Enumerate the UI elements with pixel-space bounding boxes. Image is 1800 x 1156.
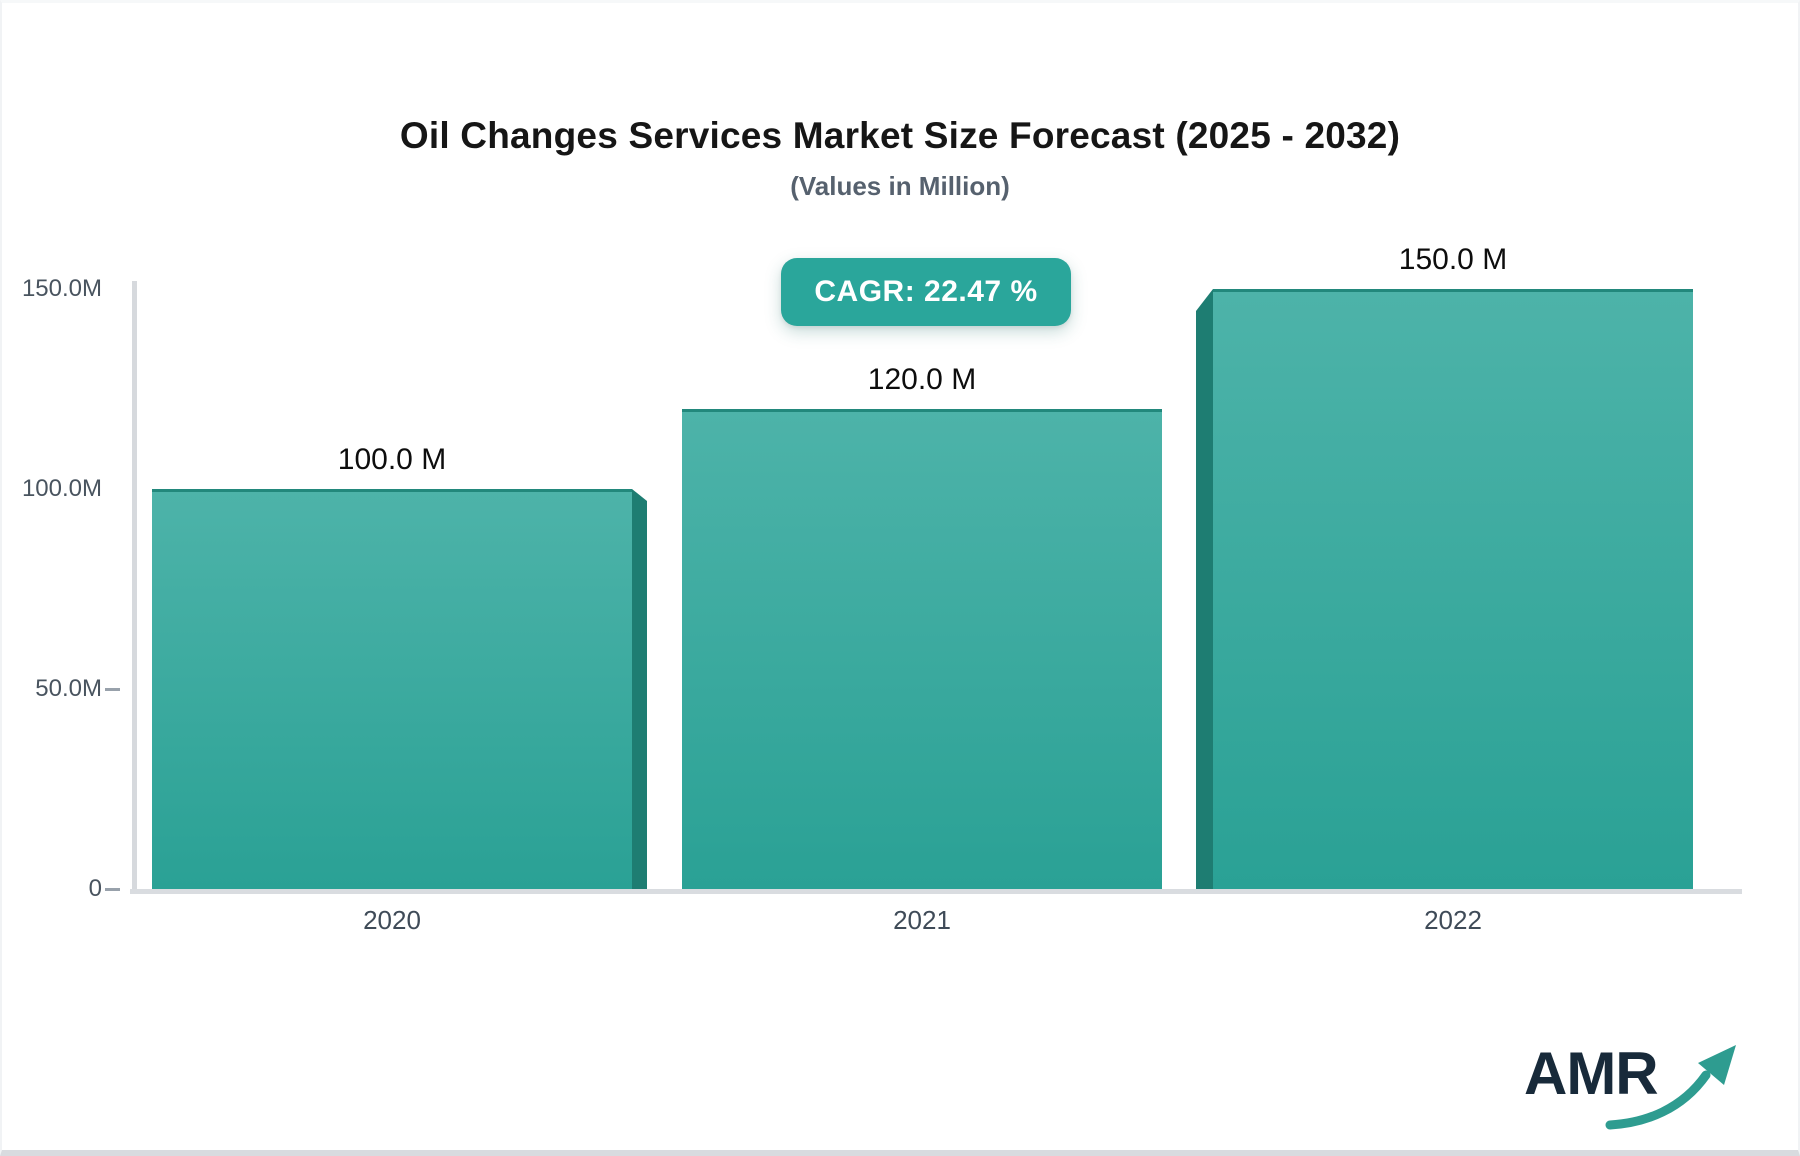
cagr-badge: CAGR: 22.47 %	[781, 258, 1071, 326]
bar-value-label: 120.0 M	[867, 363, 977, 396]
growth-arrow-icon	[1605, 1045, 1736, 1130]
bar-value-label: 100.0 M	[337, 443, 447, 476]
x-axis-line	[130, 889, 1742, 894]
bar-3d-side-2020	[632, 489, 647, 889]
chart-title: Oil Changes Services Market Size Forecas…	[399, 115, 1401, 156]
bar-2020	[152, 489, 632, 889]
y-axis-tick-label: 0	[88, 875, 102, 902]
x-axis-label-2020: 2020	[363, 905, 421, 935]
bar-3d-side-2022	[1196, 289, 1213, 889]
cagr-badge-text: CAGR: 22.47 %	[814, 275, 1038, 308]
x-axis-label-2021: 2021	[893, 905, 951, 935]
bar-2021	[682, 409, 1162, 889]
amr-logo: AMR	[1524, 1039, 1736, 1130]
y-axis-tick-label: 150.0M	[21, 275, 102, 302]
bar-value-label: 150.0 M	[1398, 243, 1508, 276]
amr-logo-text: AMR	[1524, 1040, 1659, 1107]
x-axis-label-2022: 2022	[1424, 905, 1482, 935]
y-axis-tick-mark	[105, 688, 120, 691]
y-axis-tick-label: 50.0M	[35, 675, 102, 702]
chart-subtitle: (Values in Million)	[790, 171, 1010, 201]
y-axis-tick-mark	[105, 888, 120, 891]
bar-2022	[1213, 289, 1693, 889]
y-axis-line	[132, 281, 137, 889]
y-axis-tick-label: 100.0M	[21, 475, 102, 502]
